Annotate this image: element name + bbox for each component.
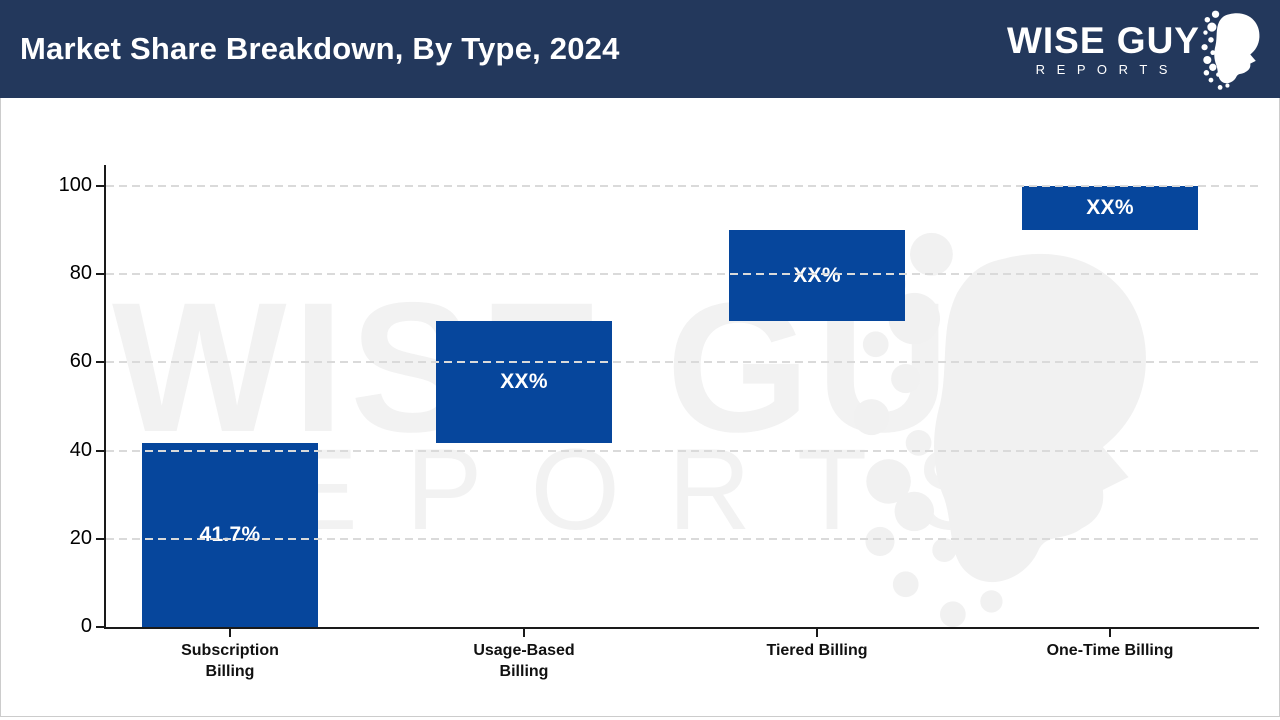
chart-title: Market Share Breakdown, By Type, 2024 [20, 31, 620, 66]
y-tick-mark-40 [96, 449, 104, 452]
bar-subscription-billing: 41.7% [142, 443, 318, 627]
bar-value-label: XX% [500, 370, 548, 394]
gridline-40 [106, 449, 1258, 452]
y-tick-label-60: 60 [69, 350, 92, 373]
bar-usage-based-billing: XX% [436, 320, 612, 444]
y-tick-label-100: 100 [58, 174, 92, 196]
logo-wordmark-line2: R E P O R T S [1035, 61, 1172, 77]
y-tick-label-80: 80 [69, 262, 92, 285]
bar-value-label: XX% [1086, 196, 1134, 220]
header-bar: Market Share Breakdown, By Type, 2024 WI… [0, 0, 1280, 98]
logo-face-icon [1201, 10, 1260, 90]
gridline-80 [106, 273, 1258, 276]
y-tick-mark-100 [96, 185, 104, 187]
x-tick-mark-1 [229, 629, 231, 637]
gridline-20 [106, 537, 1258, 540]
wise-guy-reports-logo: WISE GUY R E P O R T S [1007, 6, 1264, 92]
bar-tiered-billing: XX% [729, 230, 905, 321]
y-tick-mark-0 [96, 626, 104, 628]
x-tick-mark-4 [1109, 629, 1111, 637]
y-tick-mark-80 [96, 273, 104, 276]
bar-value-label: XX% [793, 263, 841, 287]
x-axis-label-3: Tiered Billing [766, 642, 868, 659]
y-axis-line [104, 165, 106, 629]
bar-value-label: 41.7% [199, 523, 261, 547]
x-tick-mark-2 [523, 629, 525, 637]
y-tick-mark-20 [96, 537, 104, 540]
y-tick-label-40: 40 [69, 438, 92, 461]
x-axis-label-1: Subscription Billing [181, 642, 279, 680]
x-axis-line [104, 627, 1259, 629]
bar-one-time-billing: XX% [1022, 186, 1198, 231]
y-tick-label-0: 0 [80, 615, 92, 637]
logo-wordmark: WISE GUY R E P O R T S [1007, 22, 1200, 77]
gridline-100 [106, 185, 1258, 187]
gridline-60 [106, 361, 1258, 364]
x-axis-label-4: One-Time Billing [1046, 642, 1174, 659]
logo-wordmark-line1: WISE GUY [1006, 19, 1200, 61]
x-tick-mark-3 [816, 629, 818, 637]
y-tick-label-20: 20 [69, 526, 92, 549]
watermark-face-dots [853, 232, 1146, 628]
y-tick-mark-60 [96, 361, 104, 364]
x-axis-label-2: Usage-Based Billing [473, 642, 575, 680]
